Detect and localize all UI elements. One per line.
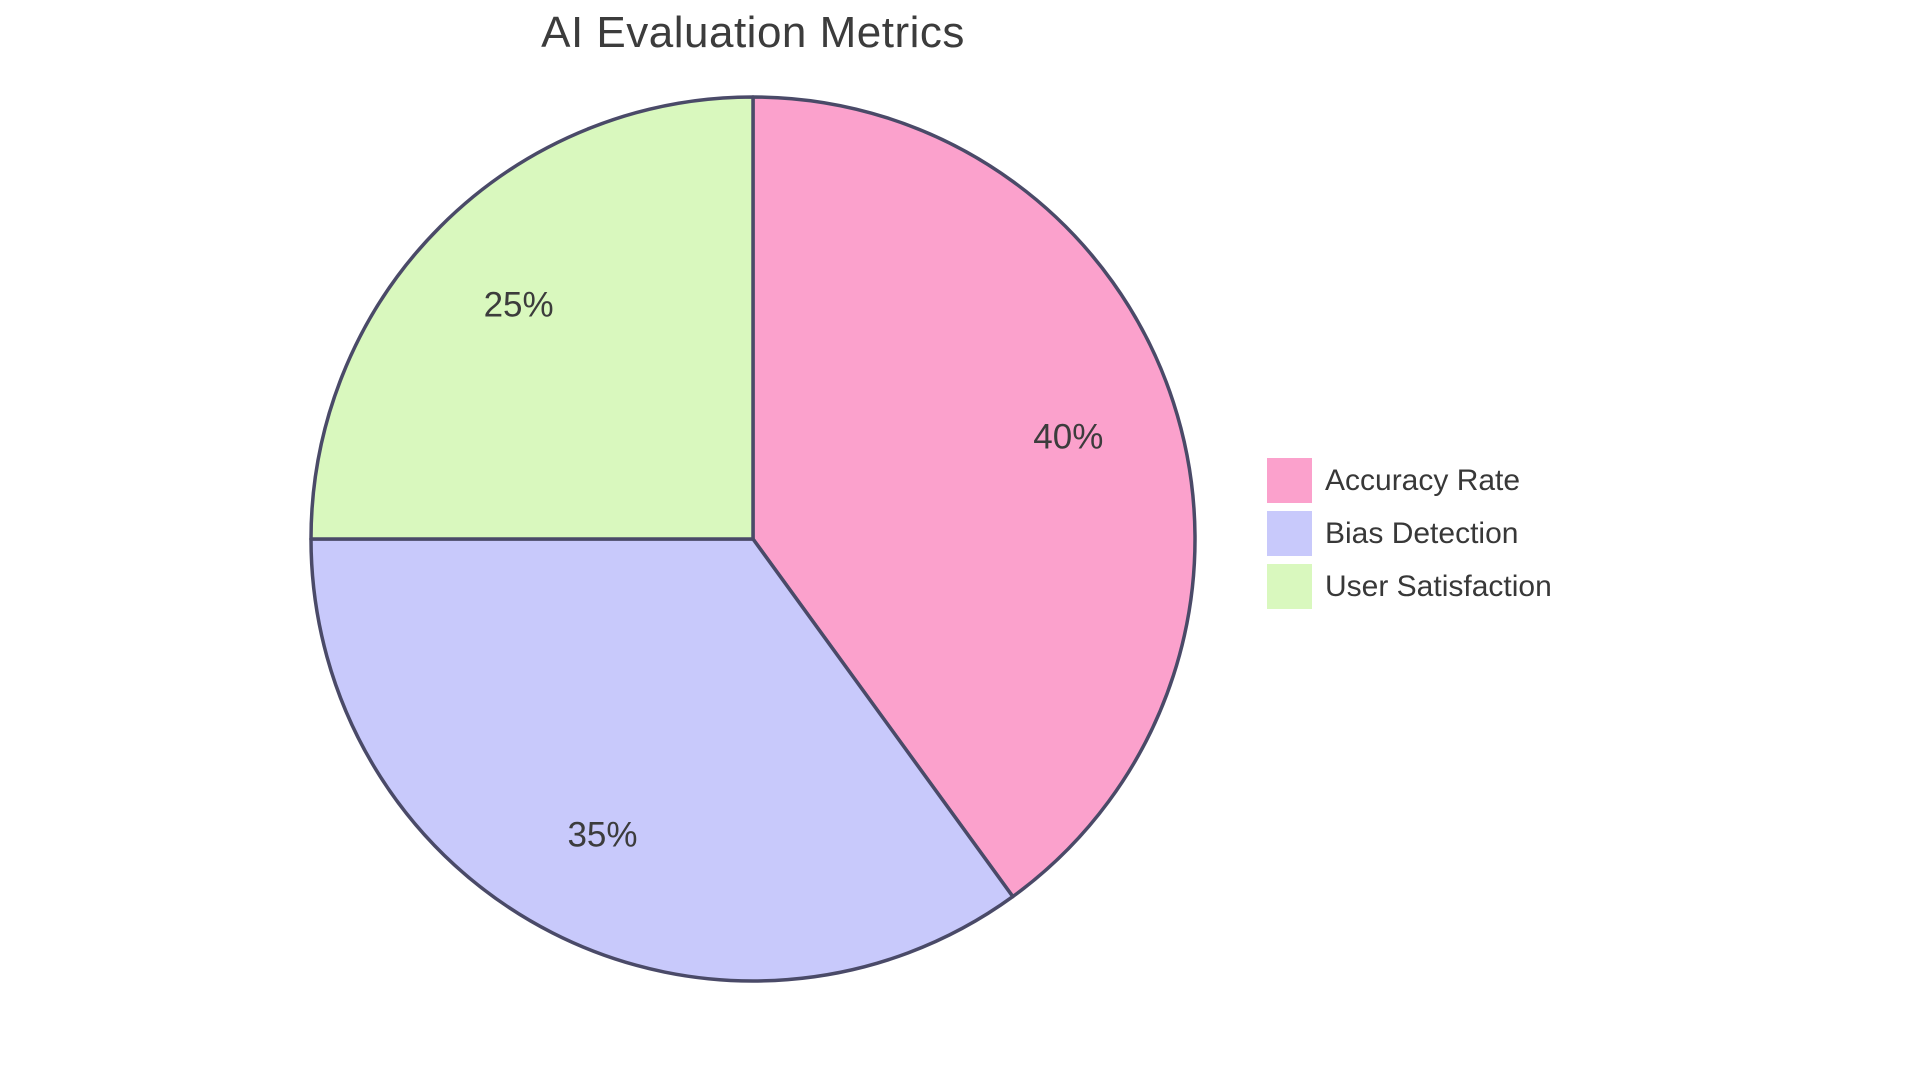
chart-title: AI Evaluation Metrics (541, 8, 965, 57)
legend-label: Bias Detection (1325, 516, 1519, 550)
pie-slice-labels: 40% 35% 25% (484, 286, 1104, 855)
legend-item-bias-detection: Bias Detection (1267, 511, 1552, 556)
legend-color-swatch (1267, 564, 1312, 609)
legend: Accuracy Rate Bias Detection User Satisfac… (1267, 458, 1552, 609)
legend-label: Accuracy Rate (1325, 463, 1521, 497)
pie-slice-percent-label: 35% (567, 815, 637, 854)
legend-color-swatch (1267, 511, 1312, 556)
pie-slices (309, 95, 1197, 983)
pie-slice-percent-label: 40% (1033, 418, 1103, 457)
pie-slice-percent-label: 25% (484, 286, 554, 325)
pie-slice-bias-detection (309, 537, 1015, 983)
legend-label: User Satisfaction (1325, 569, 1552, 603)
legend-item-accuracy-rate: Accuracy Rate (1267, 458, 1552, 503)
legend-color-swatch (1267, 458, 1312, 503)
pie-slice-accuracy-rate (751, 95, 1197, 899)
legend-item-user-satisfaction: User Satisfaction (1267, 564, 1552, 609)
pie-slice-user-satisfaction (309, 95, 755, 541)
